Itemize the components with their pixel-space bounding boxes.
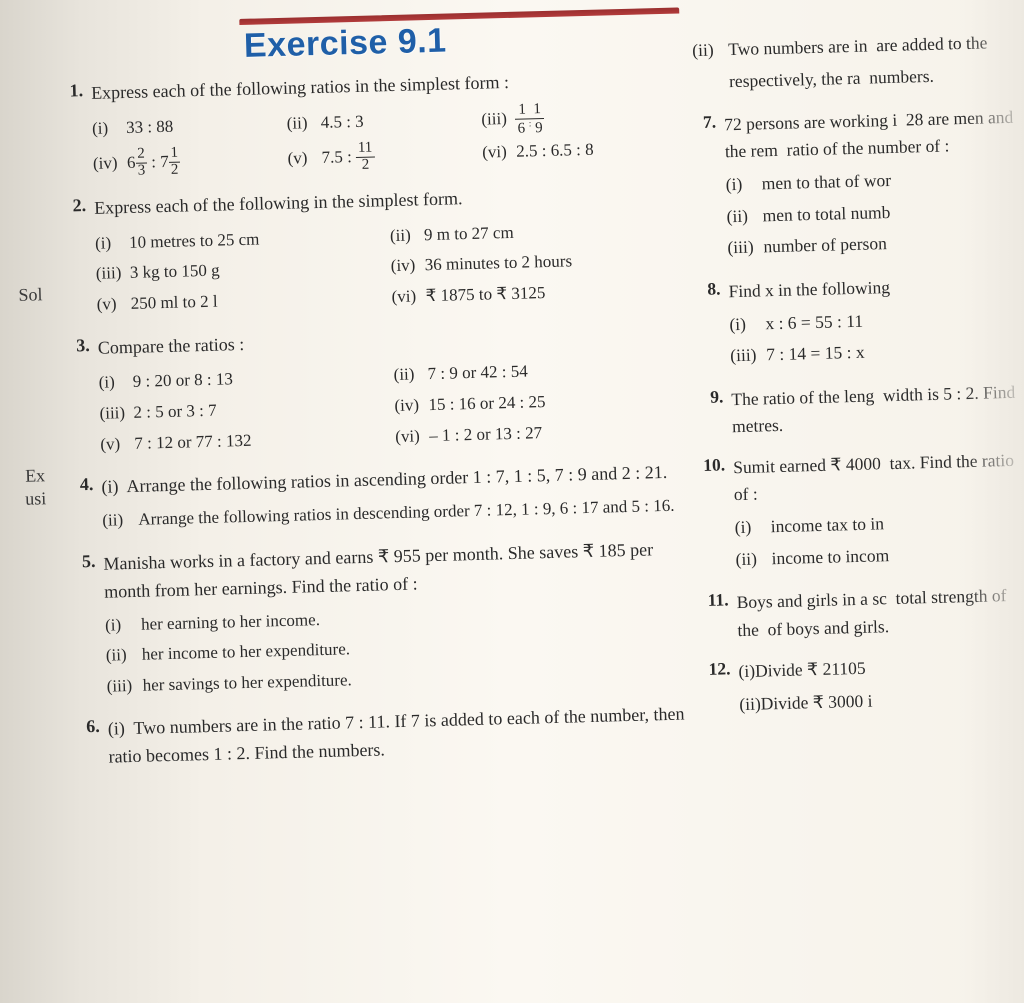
q-text: Boys and girls in a sc total strength of… <box>736 582 1024 644</box>
option: (v)7.5 : 112 <box>287 138 482 176</box>
q-number: 11. <box>706 590 737 612</box>
q-number: 10. <box>703 454 734 476</box>
option: (vi)– 1 : 2 or 13 : 27 <box>395 414 691 452</box>
sub-item: (ii)income to incom <box>735 536 1024 575</box>
q-number: 3. <box>67 334 98 356</box>
margin-note: Ex <box>0 465 71 488</box>
q-number: 4. <box>71 474 102 496</box>
q-number: 1. <box>61 80 92 102</box>
q-number: 8. <box>698 278 729 300</box>
q-number: 7. <box>694 111 725 133</box>
exercise-banner: Exercise 9.1 <box>239 7 680 66</box>
option: (v)7 : 12 or 77 : 132 <box>100 422 396 460</box>
q-text: (i) Two numbers are in the ratio 7 : 11.… <box>107 700 698 771</box>
question-9: 9. The ratio of the leng width is 5 : 2.… <box>701 379 1022 442</box>
question-5: 5. Manisha works in a factory and earns … <box>73 535 697 703</box>
question-6-ii: (ii)Two numbers are in are added to the … <box>692 27 1014 98</box>
question-1: 1. Express each of the following ratios … <box>61 64 683 181</box>
sub-item: (iii)7 : 14 = 15 : x <box>730 333 1021 372</box>
sub-item: (i)Divide ₹ 21105 <box>738 650 1024 685</box>
q-text: Find x in the following <box>728 270 1019 305</box>
q-text: 72 persons are working i 28 are men and … <box>724 104 1015 166</box>
question-2: 2. Express each of the following in the … <box>64 179 687 321</box>
option: (v)250 ml to 2 l <box>96 282 392 320</box>
page: Sol Ex usi Exercise 9.1 1. Express each … <box>0 0 1024 1003</box>
option: (i)33 : 88 <box>92 109 288 149</box>
sub-item: (iii)number of person <box>727 225 1018 264</box>
q-text: Sumit earned ₹ 4000 tax. Find the ratio … <box>733 447 1024 509</box>
question-8: 8. Find x in the following (i)x : 6 = 55… <box>698 270 1020 372</box>
question-4: 4. (i) Arrange the following ratios in a… <box>71 459 692 538</box>
q-number: 12. <box>708 658 739 680</box>
option: (vi)2.5 : 6.5 : 8 <box>482 133 677 171</box>
margin-note: Sol <box>0 284 67 307</box>
q-number: 5. <box>73 550 104 572</box>
option: (iii)1 16 : 9 <box>481 98 677 138</box>
options: (i)9 : 20 or 8 : 13 (ii)7 : 9 or 42 : 54… <box>98 353 690 460</box>
right-column: (ii)Two numbers are in are added to the … <box>691 0 1024 998</box>
question-3: 3. Compare the ratios : (i)9 : 20 or 8 :… <box>67 319 690 461</box>
question-6: 6. (i) Two numbers are in the ratio 7 : … <box>77 700 698 772</box>
q-number: 2. <box>64 195 95 217</box>
question-11: 11. Boys and girls in a sc total strengt… <box>706 582 1024 645</box>
sub-item: (ii)Divide ₹ 3000 i <box>739 683 1024 718</box>
option: (iv)623 : 712 <box>93 143 288 181</box>
option: (vi)₹ 1875 to ₹ 3125 <box>391 274 687 312</box>
fraction: 1 16 : 9 <box>515 102 545 137</box>
question-7: 7. 72 persons are working i 28 are men a… <box>694 104 1018 265</box>
margin-note: usi <box>0 488 72 511</box>
question-12: 12. (i)Divide ₹ 21105 (ii)Divide ₹ 3000 … <box>708 650 1024 719</box>
q-number: 6. <box>77 716 108 738</box>
q-text: Manisha works in a factory and earns ₹ 9… <box>103 535 694 606</box>
sub-list: (i)her earning to her income. (ii)her in… <box>105 595 697 702</box>
option: (ii)4.5 : 3 <box>286 104 482 144</box>
options: (i)10 metres to 25 cm (ii)9 m to 27 cm (… <box>95 213 687 320</box>
options: (i)33 : 88 (ii)4.5 : 3 (iii)1 16 : 9 (iv… <box>92 98 684 180</box>
question-10: 10. Sumit earned ₹ 4000 tax. Find the ra… <box>703 447 1024 577</box>
q-text: The ratio of the leng width is 5 : 2. Fi… <box>731 379 1022 441</box>
left-column: Exercise 9.1 1. Express each of the foll… <box>59 7 717 1003</box>
q-number: 9. <box>701 386 732 408</box>
